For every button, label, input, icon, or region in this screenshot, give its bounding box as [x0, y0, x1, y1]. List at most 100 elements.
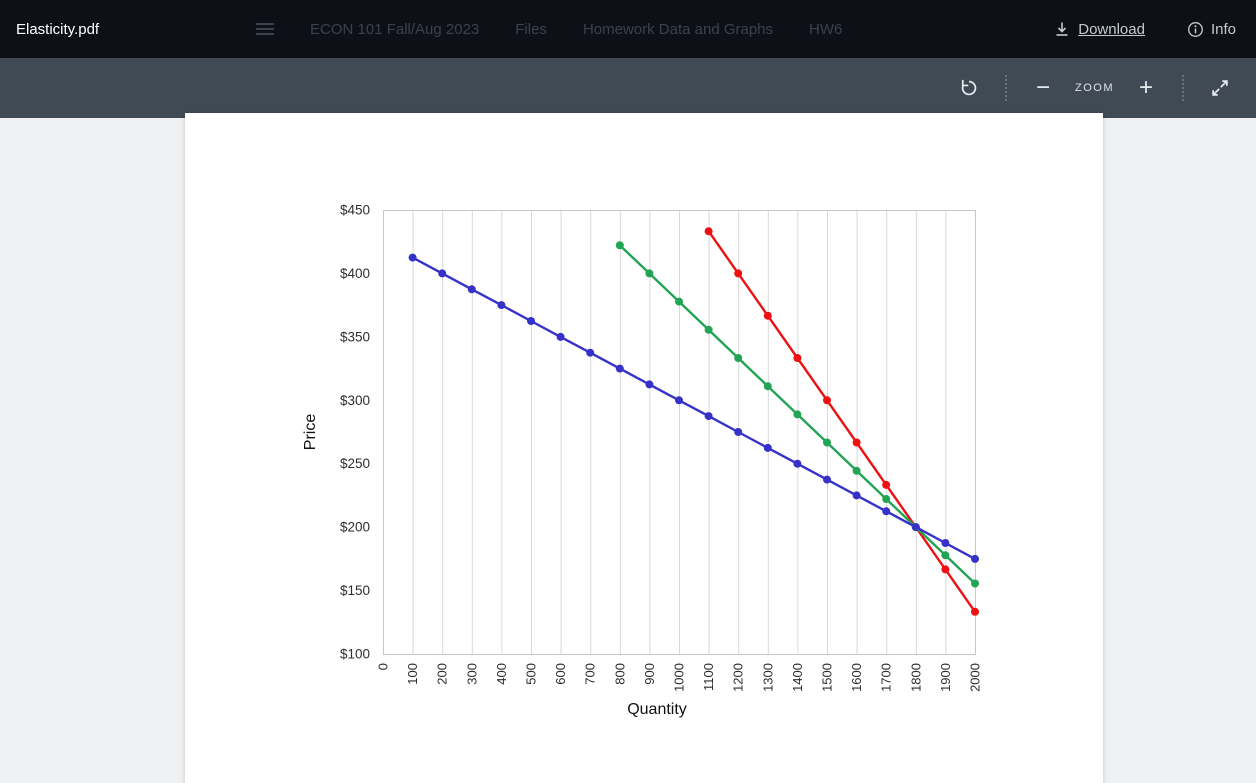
- data-point: [823, 396, 831, 404]
- x-tick-label: 1600: [849, 663, 864, 692]
- y-tick-label: $350: [340, 329, 370, 344]
- data-point: [941, 565, 949, 573]
- series-demand-blue: [409, 254, 979, 563]
- fullscreen-button[interactable]: [1202, 68, 1238, 108]
- toolbar-separator: [1182, 75, 1184, 101]
- data-point: [971, 580, 979, 588]
- data-point: [497, 301, 505, 309]
- file-name: Elasticity.pdf: [16, 21, 99, 38]
- data-point: [586, 349, 594, 357]
- header-actions: Download Info: [1053, 20, 1236, 38]
- data-point: [438, 269, 446, 277]
- data-point: [616, 365, 624, 373]
- x-tick-label: 2000: [968, 663, 983, 692]
- info-label: Info: [1211, 21, 1236, 38]
- data-point: [675, 396, 683, 404]
- data-point: [793, 354, 801, 362]
- data-point: [853, 491, 861, 499]
- data-point: [557, 333, 565, 341]
- x-axis-title: Quantity: [627, 701, 687, 718]
- x-tick-label: 800: [612, 663, 627, 685]
- breadcrumb-assignment: HW6: [809, 21, 842, 38]
- data-point: [882, 481, 890, 489]
- data-point: [734, 269, 742, 277]
- data-point: [971, 608, 979, 616]
- y-axis-title: Price: [302, 414, 319, 451]
- data-point: [645, 269, 653, 277]
- x-tick-label: 1800: [908, 663, 923, 692]
- rotate-button[interactable]: [951, 68, 987, 108]
- data-point: [764, 312, 772, 320]
- x-tick-label: 600: [553, 663, 568, 685]
- x-tick-label: 1300: [760, 663, 775, 692]
- data-point: [675, 298, 683, 306]
- x-tick-label: 200: [435, 663, 450, 685]
- data-point: [823, 439, 831, 447]
- data-point: [853, 467, 861, 475]
- series-line: [709, 231, 975, 612]
- y-tick-label: $400: [340, 266, 370, 281]
- data-point: [912, 523, 920, 531]
- file-preview-header: Elasticity.pdf ECON 101 Fall/Aug 2023 Fi…: [0, 0, 1256, 58]
- toolbar-separator: [1005, 75, 1007, 101]
- data-point: [705, 227, 713, 235]
- x-tick-label: 1100: [701, 663, 716, 691]
- data-point: [764, 444, 772, 452]
- x-tick-label: 1400: [790, 663, 805, 692]
- x-tick-label: 400: [494, 663, 509, 685]
- data-point: [793, 460, 801, 468]
- data-point: [468, 285, 476, 293]
- x-tick-label: 1000: [672, 663, 687, 692]
- download-icon: [1053, 20, 1071, 38]
- info-icon: [1187, 21, 1204, 38]
- data-point: [734, 354, 742, 362]
- data-point: [853, 439, 861, 447]
- zoom-label: ZOOM: [1075, 82, 1114, 94]
- data-point: [793, 410, 801, 418]
- y-tick-label: $200: [340, 520, 370, 535]
- background-breadcrumb: ECON 101 Fall/Aug 2023 Files Homework Da…: [256, 21, 842, 38]
- fullscreen-icon: [1209, 77, 1231, 99]
- zoom-out-button[interactable]: −: [1025, 68, 1061, 108]
- data-point: [941, 551, 949, 559]
- data-point: [527, 317, 535, 325]
- zoom-in-button[interactable]: +: [1128, 68, 1164, 108]
- x-tick-label: 0: [376, 663, 391, 670]
- y-tick-label: $300: [340, 393, 370, 408]
- x-tick-label: 1900: [938, 663, 953, 692]
- x-tick-label: 500: [524, 663, 539, 685]
- info-button[interactable]: Info: [1187, 21, 1236, 38]
- gridlines: [384, 210, 976, 654]
- data-point: [971, 555, 979, 563]
- data-point: [705, 326, 713, 334]
- x-tick-label: 1500: [820, 663, 835, 692]
- data-point: [645, 380, 653, 388]
- download-button[interactable]: Download: [1053, 20, 1145, 38]
- data-point: [882, 507, 890, 515]
- data-point: [764, 382, 772, 390]
- x-tick-label: 1200: [731, 663, 746, 692]
- data-point: [823, 476, 831, 484]
- download-label: Download: [1078, 21, 1145, 38]
- x-tick-label: 100: [405, 663, 420, 685]
- x-tick-label: 1700: [879, 663, 894, 692]
- data-point: [882, 495, 890, 503]
- viewer-toolbar: − ZOOM +: [0, 58, 1256, 118]
- x-tick-label: 900: [642, 663, 657, 685]
- breadcrumb-files: Files: [515, 21, 547, 38]
- series-demand-red: [705, 227, 979, 616]
- data-point: [941, 539, 949, 547]
- menu-icon: [256, 28, 274, 30]
- data-point: [705, 412, 713, 420]
- series-line: [413, 258, 975, 559]
- y-tick-label: $250: [340, 456, 370, 471]
- breadcrumb-folder: Homework Data and Graphs: [583, 21, 773, 38]
- y-tick-label: $150: [340, 583, 370, 598]
- y-tick-label: $100: [340, 647, 370, 662]
- x-tick-label: 700: [583, 663, 598, 685]
- data-point: [616, 241, 624, 249]
- data-point: [409, 254, 417, 262]
